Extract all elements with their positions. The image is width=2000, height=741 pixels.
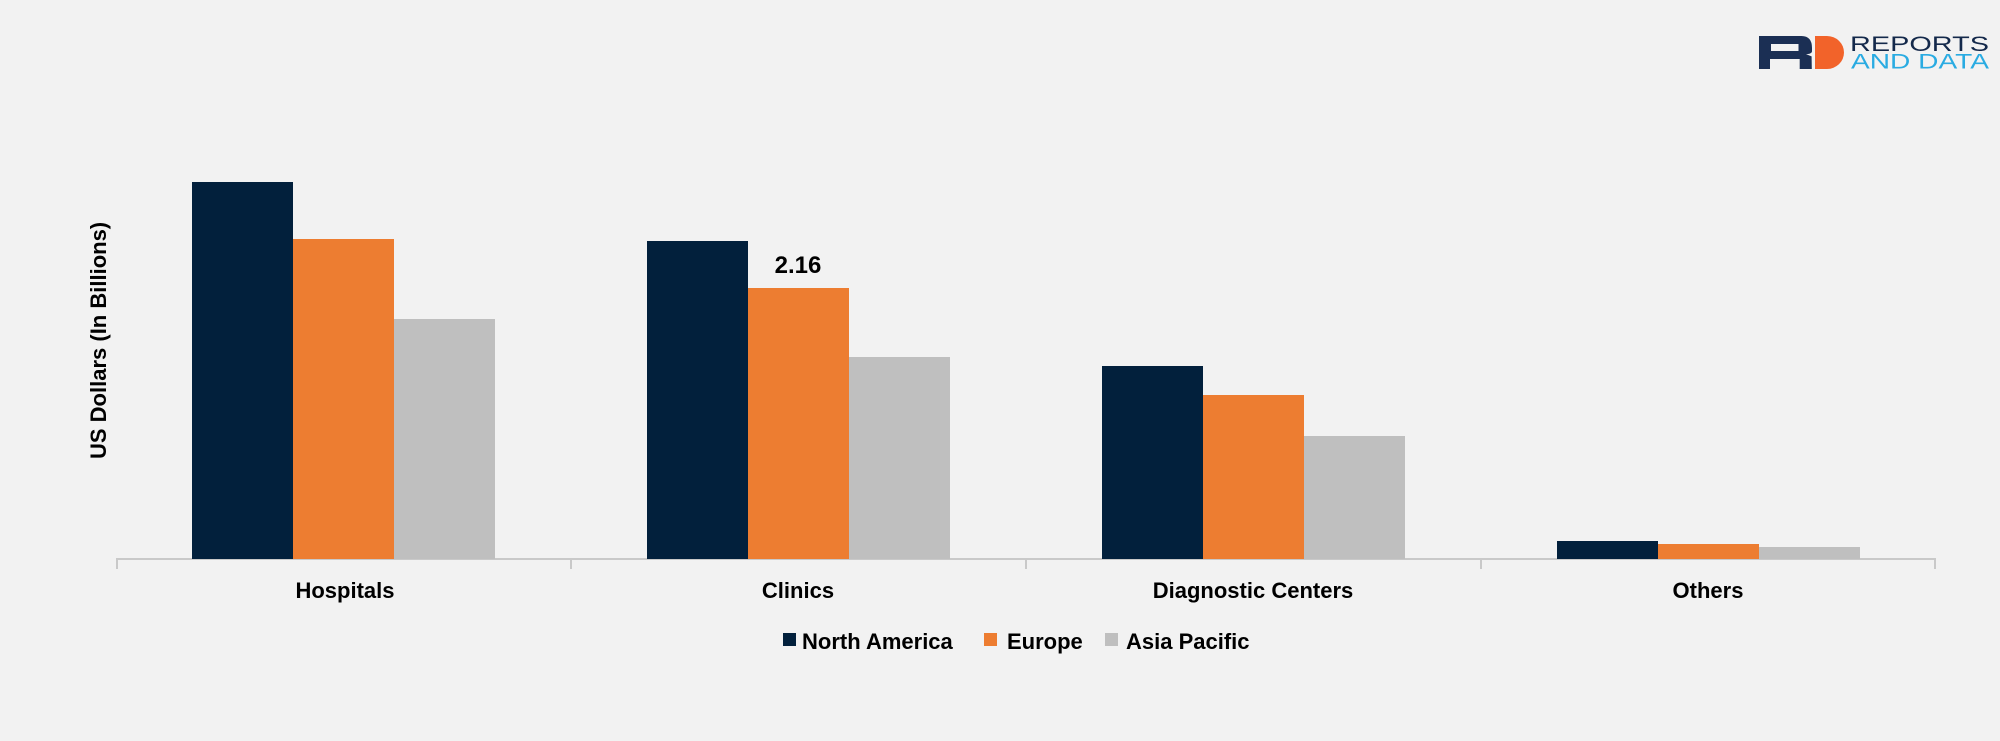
svg-text:REPORTS: REPORTS — [1850, 33, 1989, 56]
svg-text:AND DATA: AND DATA — [1851, 51, 1989, 74]
